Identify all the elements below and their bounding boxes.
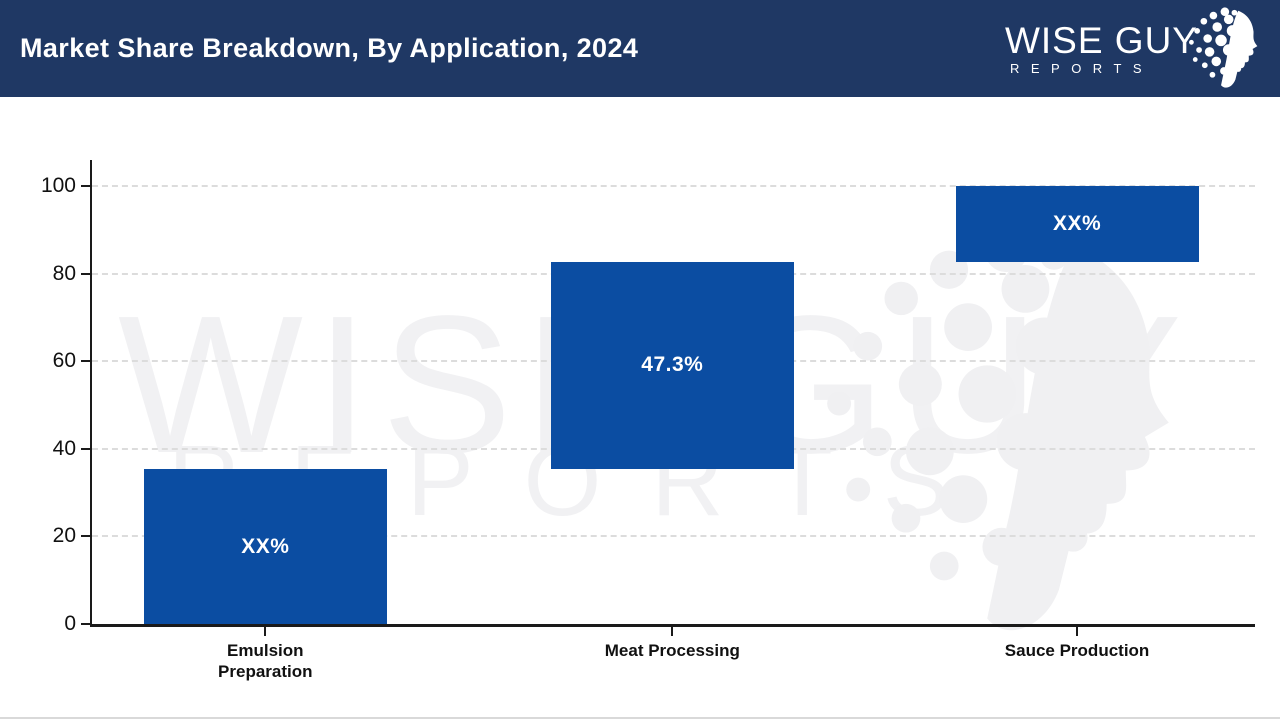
bar-value-label: XX% [241,534,290,558]
bottom-divider [0,717,1280,719]
plot-area: 0 20 40 60 80 100 XX% Emulsion Preparation 47.3%… [41,160,1255,681]
y-tick-label: 60 [52,349,76,373]
logo-wordmark: WISE GUY [1004,20,1198,61]
page-title: Market Share Breakdown, By Application, … [20,33,639,63]
y-tick-label: 80 [52,261,76,285]
x-tick-label: Emulsion Preparation [218,641,313,682]
y-tick-mark [81,447,90,450]
bar-value-label: 47.3% [641,353,704,377]
x-tick-mark [1076,627,1079,636]
gridline [92,185,1255,188]
bar-value-label: XX% [1052,212,1102,236]
logo-subtitle: REPORTS [1009,61,1154,76]
x-tick-mark [671,627,674,636]
y-tick-label: 20 [52,524,76,548]
wise-guy-reports-logo: WISE GUY REPORTS [1005,6,1262,92]
x-tick-label: Meat Processing [604,641,740,660]
y-tick-label: 0 [64,612,76,635]
y-tick-mark [81,535,90,538]
header-bar: Market Share Breakdown, By Application, … [0,0,1280,97]
bar-3: XX% [955,186,1199,262]
y-tick-label: 40 [52,436,76,460]
y-tick-mark [81,623,90,625]
bar-1: XX% [143,469,387,624]
x-tick-label: Sauce Production [1004,641,1150,660]
bar-2: 47.3% [550,261,794,469]
dotted-head-icon [1189,6,1258,88]
y-tick-mark [81,360,90,363]
y-tick-mark [81,272,90,275]
y-tick-label: 100 [40,174,76,198]
x-tick-mark [264,627,267,636]
y-tick-mark [81,185,90,188]
gridline [92,535,1255,538]
